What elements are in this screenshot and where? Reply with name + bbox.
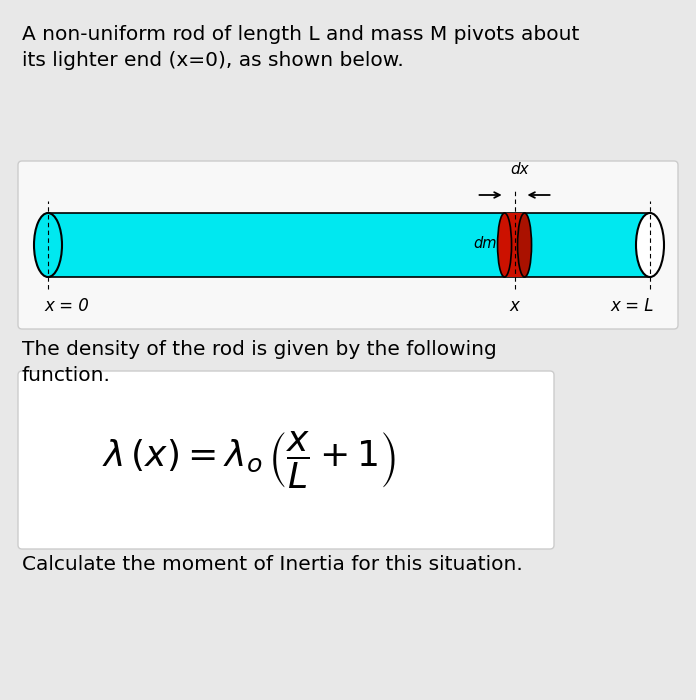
Text: dm: dm xyxy=(473,235,496,251)
FancyBboxPatch shape xyxy=(48,213,650,277)
Text: x: x xyxy=(509,297,519,315)
Text: x = L: x = L xyxy=(610,297,654,315)
Text: Calculate the moment of Inertia for this situation.: Calculate the moment of Inertia for this… xyxy=(22,555,523,574)
FancyBboxPatch shape xyxy=(18,371,554,549)
Text: A non-uniform rod of length L and mass M pivots about
its lighter end (x=0), as : A non-uniform rod of length L and mass M… xyxy=(22,25,579,70)
Text: $\lambda\,(x) = \lambda_o\,\left(\dfrac{x}{L} + 1\right)$: $\lambda\,(x) = \lambda_o\,\left(\dfrac{… xyxy=(102,429,396,491)
Ellipse shape xyxy=(518,213,532,277)
Text: The density of the rod is given by the following
function.: The density of the rod is given by the f… xyxy=(22,340,497,385)
Ellipse shape xyxy=(636,213,664,277)
Bar xyxy=(505,213,525,277)
Text: x = 0: x = 0 xyxy=(44,297,89,315)
FancyBboxPatch shape xyxy=(18,161,678,329)
Ellipse shape xyxy=(34,213,62,277)
Text: dx: dx xyxy=(510,162,529,177)
Ellipse shape xyxy=(498,213,512,277)
